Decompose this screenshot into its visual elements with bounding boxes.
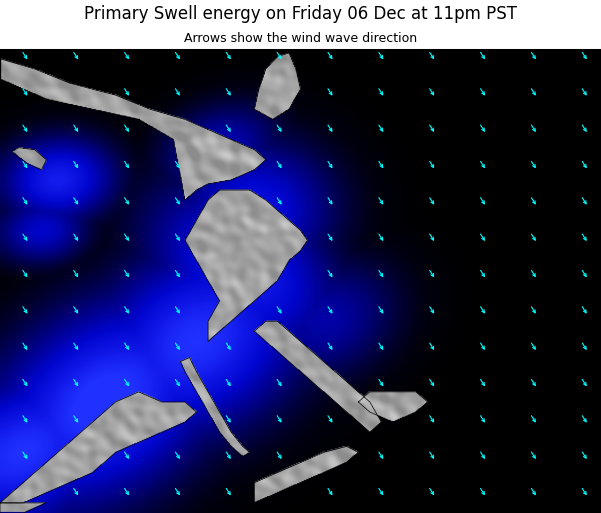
- Text: Primary Swell energy on Friday 06 Dec at 11pm PST: Primary Swell energy on Friday 06 Dec at…: [84, 5, 517, 23]
- Text: Arrows show the wind wave direction: Arrows show the wind wave direction: [184, 31, 417, 45]
